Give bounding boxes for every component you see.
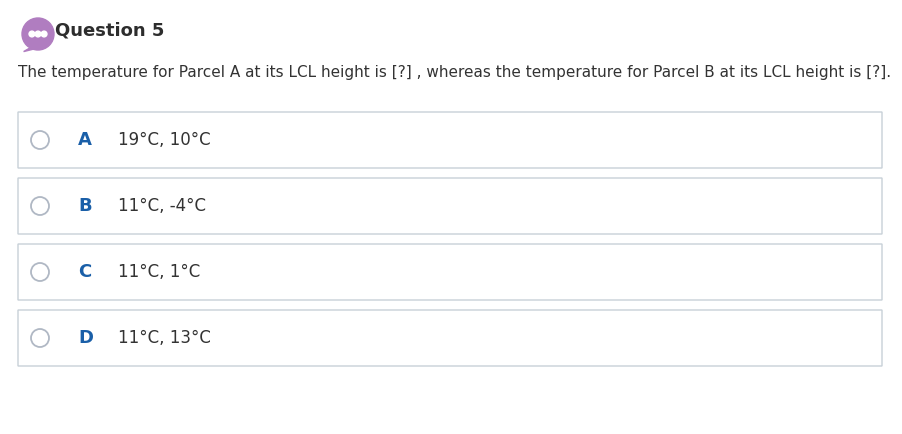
Circle shape (31, 197, 49, 215)
Circle shape (35, 31, 41, 37)
Text: 11°C, 13°C: 11°C, 13°C (118, 329, 211, 347)
FancyBboxPatch shape (18, 310, 882, 366)
Text: B: B (78, 197, 92, 215)
Text: 11°C, 1°C: 11°C, 1°C (118, 263, 200, 281)
Text: C: C (78, 263, 91, 281)
Text: The temperature for Parcel A at its LCL height is [?] , whereas the temperature : The temperature for Parcel A at its LCL … (18, 65, 891, 79)
Circle shape (29, 31, 35, 37)
Circle shape (31, 131, 49, 149)
Text: 19°C, 10°C: 19°C, 10°C (118, 131, 211, 149)
Text: D: D (78, 329, 93, 347)
Circle shape (31, 329, 49, 347)
Text: A: A (78, 131, 92, 149)
Circle shape (22, 18, 54, 50)
Text: Question 5: Question 5 (55, 21, 164, 39)
Polygon shape (23, 46, 36, 52)
FancyBboxPatch shape (18, 244, 882, 300)
Text: 11°C, -4°C: 11°C, -4°C (118, 197, 206, 215)
Circle shape (31, 263, 49, 281)
FancyBboxPatch shape (18, 178, 882, 234)
Circle shape (41, 31, 47, 37)
FancyBboxPatch shape (18, 112, 882, 168)
